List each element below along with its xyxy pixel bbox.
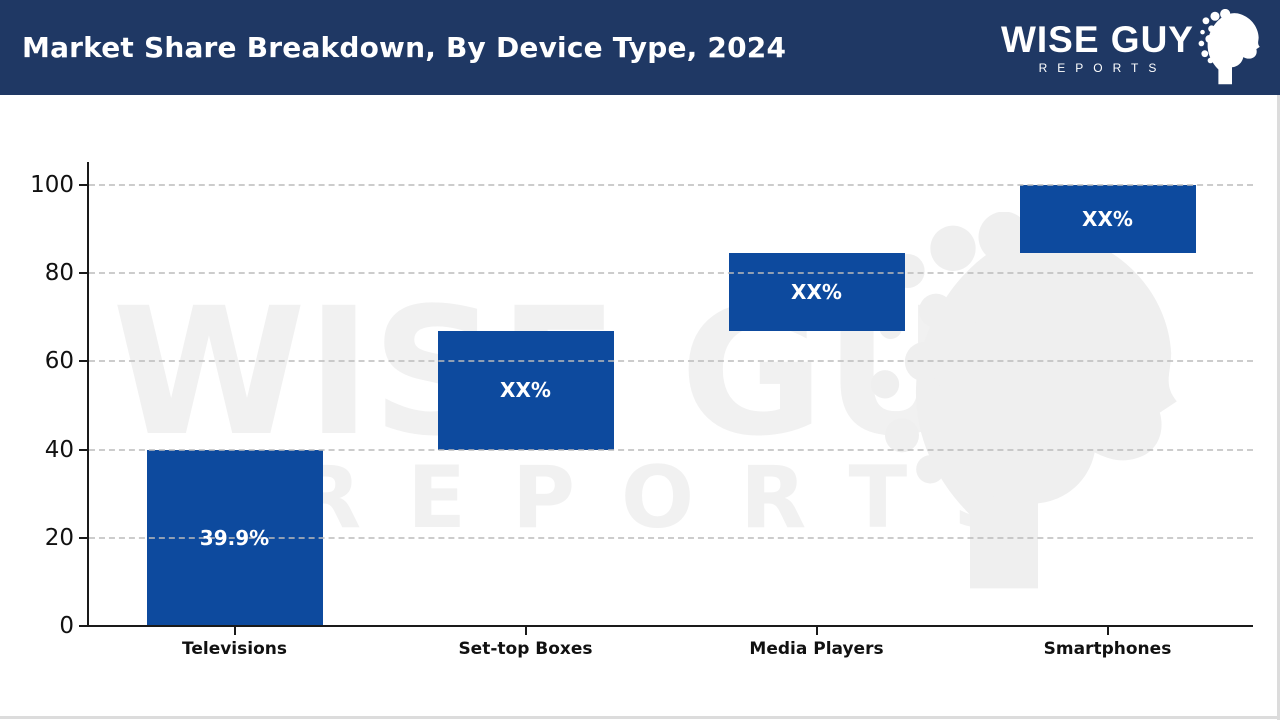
bar-set-top-boxes [437,330,614,451]
gridline-80 [89,272,1253,275]
y-axis-tick [79,448,87,451]
y-axis-line [87,162,89,627]
logo-brand-name: WISE GUY [1000,19,1194,60]
page-bottom-border [0,716,1280,719]
bar-media-players [728,253,905,331]
y-axis-tick [79,184,87,186]
y-axis-tick [79,625,87,627]
y-axis-tick [79,360,87,363]
gridline-20 [89,536,1253,539]
y-axis-tick [79,272,87,275]
chart-title: Market Share Breakdown, By Device Type, … [22,31,787,64]
gridline-100 [89,184,1253,186]
x-axis-category-label: Smartphones [1043,639,1172,659]
x-axis-tick [1106,627,1109,635]
x-axis-tick [815,627,818,635]
bar-smartphones [1019,185,1196,254]
watermark-reports-text: REPORTS [295,448,1062,548]
y-axis-tick-label: 80 [44,260,74,287]
y-axis-tick-label: 0 [59,613,74,639]
bar-value-label: 39.9% [199,526,270,551]
bar-value-label: XX% [791,279,842,304]
logo-face-icon [1198,8,1260,84]
y-axis-tick [79,536,87,539]
x-axis-tick [233,627,236,635]
logo-text: WISE GUY REPORTS [1001,21,1194,74]
x-axis-line [87,625,1253,627]
wise-guy-reports-logo: WISE GUY REPORTS [1001,8,1266,87]
bar-value-label: XX% [500,378,551,403]
gridline-40 [89,448,1253,451]
y-axis-tick-label: 40 [44,436,74,463]
y-axis-tick-label: 60 [44,348,74,375]
logo-reports-label: REPORTS [1038,61,1167,75]
x-axis-category-label: Media Players [749,639,884,659]
bar-value-label: XX% [1082,207,1133,232]
y-axis-tick-label: 20 [44,524,74,551]
gridline-60 [89,360,1253,363]
page-right-border [1277,95,1280,720]
y-axis-tick-label: 100 [30,172,74,198]
header-bar: Market Share Breakdown, By Device Type, … [0,0,1280,95]
x-axis-category-label: Set-top Boxes [458,639,593,659]
x-axis-tick [524,627,527,635]
x-axis-category-label: Televisions [182,639,287,659]
